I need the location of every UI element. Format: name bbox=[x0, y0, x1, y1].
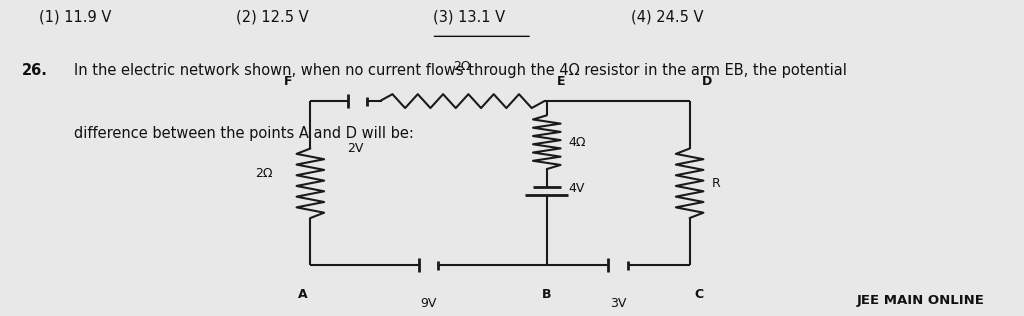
Text: D: D bbox=[701, 76, 712, 88]
Text: difference between the points A and D will be:: difference between the points A and D wi… bbox=[74, 126, 414, 141]
Text: 2Ω: 2Ω bbox=[454, 60, 471, 73]
Text: (2) 12.5 V: (2) 12.5 V bbox=[237, 9, 309, 24]
Text: C: C bbox=[694, 288, 703, 301]
Text: B: B bbox=[542, 288, 552, 301]
Text: R: R bbox=[712, 177, 720, 190]
Text: In the electric network shown, when no current flows through the 4Ω resistor in : In the electric network shown, when no c… bbox=[74, 63, 847, 78]
Text: 26.: 26. bbox=[22, 63, 47, 78]
Text: (3) 13.1 V: (3) 13.1 V bbox=[433, 9, 506, 24]
Text: 4V: 4V bbox=[568, 181, 585, 195]
Text: 3V: 3V bbox=[610, 297, 627, 310]
Text: A: A bbox=[298, 288, 307, 301]
Text: (1) 11.9 V: (1) 11.9 V bbox=[39, 9, 112, 24]
Text: JEE MAIN ONLINE: JEE MAIN ONLINE bbox=[857, 294, 985, 307]
Text: 2Ω: 2Ω bbox=[255, 167, 273, 180]
Text: 2V: 2V bbox=[347, 142, 364, 155]
Text: F: F bbox=[284, 76, 293, 88]
Text: 9V: 9V bbox=[421, 297, 437, 310]
Text: (4) 24.5 V: (4) 24.5 V bbox=[631, 9, 703, 24]
Text: E: E bbox=[557, 76, 565, 88]
Text: 4Ω: 4Ω bbox=[568, 136, 586, 149]
